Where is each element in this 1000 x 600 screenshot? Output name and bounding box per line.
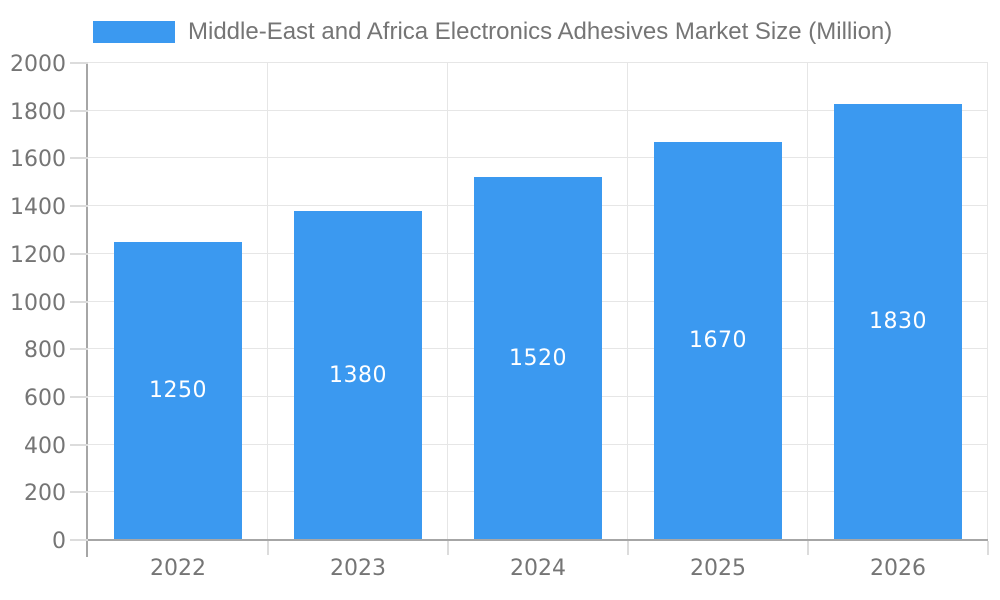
y-axis-label: 200 (24, 481, 66, 507)
y-axis-tick (70, 443, 88, 446)
bar: 1670 (654, 141, 782, 540)
y-axis-tick (70, 62, 88, 64)
x-axis-tick (987, 541, 989, 555)
x-axis-line (72, 539, 988, 541)
bar-value-label: 1830 (869, 309, 927, 335)
y-axis-tick (70, 252, 88, 255)
v-gridline (267, 63, 268, 540)
y-axis-label: 1200 (10, 242, 66, 268)
y-axis-label: 400 (24, 433, 66, 459)
y-axis-tick (70, 348, 88, 351)
y-axis-tick (70, 109, 88, 112)
bar: 1250 (114, 241, 242, 540)
x-axis-label: 2025 (690, 556, 746, 581)
x-axis-tick (807, 541, 809, 555)
y-axis-label: 1600 (10, 147, 66, 173)
x-axis-label: 2022 (150, 556, 206, 581)
y-axis-line (86, 63, 88, 557)
v-gridline (987, 63, 988, 540)
x-axis-label: 2023 (330, 556, 386, 581)
chart-title: Middle-East and Africa Electronics Adhes… (188, 18, 893, 45)
plot-area: 1250 1380 1520 1670 1830 (88, 62, 988, 540)
x-axis-tick (447, 541, 449, 555)
x-axis-label: 2024 (510, 556, 566, 581)
v-gridline (627, 63, 628, 540)
legend-item[interactable]: Middle-East and Africa Electronics Adhes… (93, 18, 892, 46)
y-axis-label: 800 (24, 338, 66, 364)
y-axis-label: 1400 (10, 195, 66, 221)
v-gridline (807, 63, 808, 540)
y-axis-label: 1800 (10, 99, 66, 125)
bar-value-label: 1250 (149, 378, 207, 404)
bar-value-label: 1380 (329, 362, 387, 388)
y-axis-label: 0 (52, 529, 66, 554)
y-axis-label: 2000 (10, 52, 66, 77)
bar: 1380 (294, 210, 422, 540)
v-gridline (447, 63, 448, 540)
h-gridline (88, 157, 988, 159)
h-gridline (88, 109, 988, 111)
y-axis-tick (70, 157, 88, 160)
x-axis-label: 2026 (870, 556, 926, 581)
y-axis-tick (70, 539, 88, 541)
h-gridline (88, 62, 988, 63)
x-axis-tick (267, 541, 269, 555)
y-axis-tick (70, 205, 88, 208)
y-axis-tick (70, 300, 88, 303)
bar-value-label: 1520 (509, 346, 567, 372)
y-axis-label: 600 (24, 385, 66, 411)
bar-value-label: 1670 (689, 328, 747, 354)
legend-swatch (93, 21, 175, 43)
bar: 1520 (474, 177, 602, 540)
y-axis-tick (70, 491, 88, 494)
bar: 1830 (834, 103, 962, 540)
y-axis-label: 1000 (10, 290, 66, 316)
x-axis-tick (627, 541, 629, 555)
y-axis-tick (70, 395, 88, 398)
